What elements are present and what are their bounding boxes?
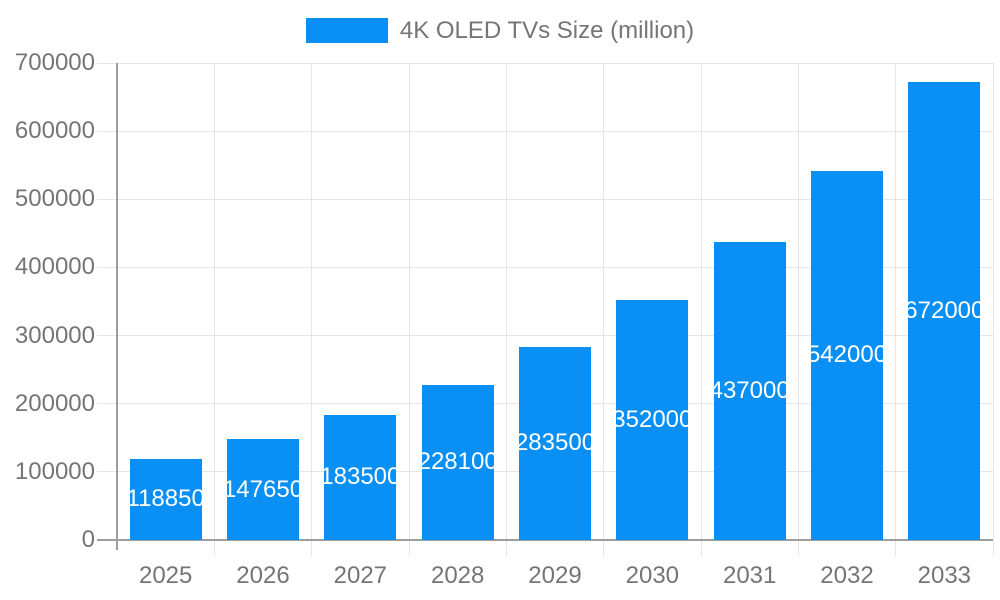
y-gridline (97, 198, 993, 200)
bar-2028[interactable]: 228100 (421, 384, 494, 540)
x-gridline (408, 63, 410, 556)
bar-2026[interactable]: 147650 (227, 439, 299, 540)
x-axis-tick-label: 2031 (722, 562, 777, 589)
legend-swatch-icon (305, 18, 388, 43)
bar-value-label: 283500 (519, 429, 591, 457)
x-gridline (311, 63, 313, 556)
y-axis-tick-label: 500000 (14, 185, 95, 213)
y-axis-tick-label: 0 (81, 526, 95, 553)
x-gridline (505, 63, 507, 556)
bar-value-label: 542000 (811, 341, 883, 369)
x-gridline (700, 63, 702, 556)
x-gridline (895, 63, 897, 556)
bar-value-label: 672000 (908, 297, 981, 325)
x-axis-tick-label: 2025 (138, 562, 193, 589)
bar-value-label: 118850 (129, 485, 202, 513)
bar-value-label: 183500 (324, 463, 397, 491)
y-gridline (97, 266, 993, 268)
bar-value-label: 437000 (713, 377, 786, 405)
x-axis-tick-label: 2026 (236, 562, 290, 589)
x-axis-tick-label: 2027 (333, 562, 388, 589)
bar-2031[interactable]: 437000 (713, 242, 786, 540)
y-axis-tick-label: 400000 (14, 253, 95, 281)
bar-value-label: 352000 (616, 406, 689, 434)
y-axis-tick-label: 600000 (14, 117, 95, 145)
bar-2029[interactable]: 283500 (519, 346, 591, 540)
y-axis-tick-label: 700000 (14, 49, 95, 76)
bar-2032[interactable]: 542000 (811, 170, 883, 540)
x-axis-baseline (97, 539, 993, 541)
x-axis-tick-label: 2033 (917, 562, 972, 589)
x-axis-tick-label: 2030 (625, 562, 680, 589)
y-gridline (97, 62, 993, 64)
y-axis-tick-label: 300000 (14, 321, 95, 349)
y-axis-tick-label: 200000 (14, 389, 95, 417)
x-gridline (213, 63, 215, 556)
x-axis-tick-label: 2029 (528, 562, 582, 589)
x-gridline (603, 63, 605, 556)
bar-2030[interactable]: 352000 (616, 300, 689, 540)
x-axis-tick-label: 2028 (430, 562, 485, 589)
bar-value-label: 228100 (421, 448, 494, 476)
y-gridline (97, 130, 993, 132)
y-gridline (97, 335, 993, 337)
x-axis-tick-label: 2032 (820, 562, 874, 589)
legend-label: 4K OLED TVs Size (million) (399, 17, 695, 44)
bar-2033[interactable]: 672000 (908, 82, 981, 540)
bar-value-label: 147650 (227, 475, 299, 503)
bar-2025[interactable]: 118850 (129, 459, 202, 540)
y-axis-line (116, 63, 118, 550)
x-gridline (992, 63, 994, 556)
x-gridline (797, 63, 799, 556)
bar-2027[interactable]: 183500 (324, 414, 397, 540)
y-axis-tick-label: 100000 (14, 457, 95, 485)
legend[interactable]: 4K OLED TVs Size (million) (0, 18, 1000, 43)
